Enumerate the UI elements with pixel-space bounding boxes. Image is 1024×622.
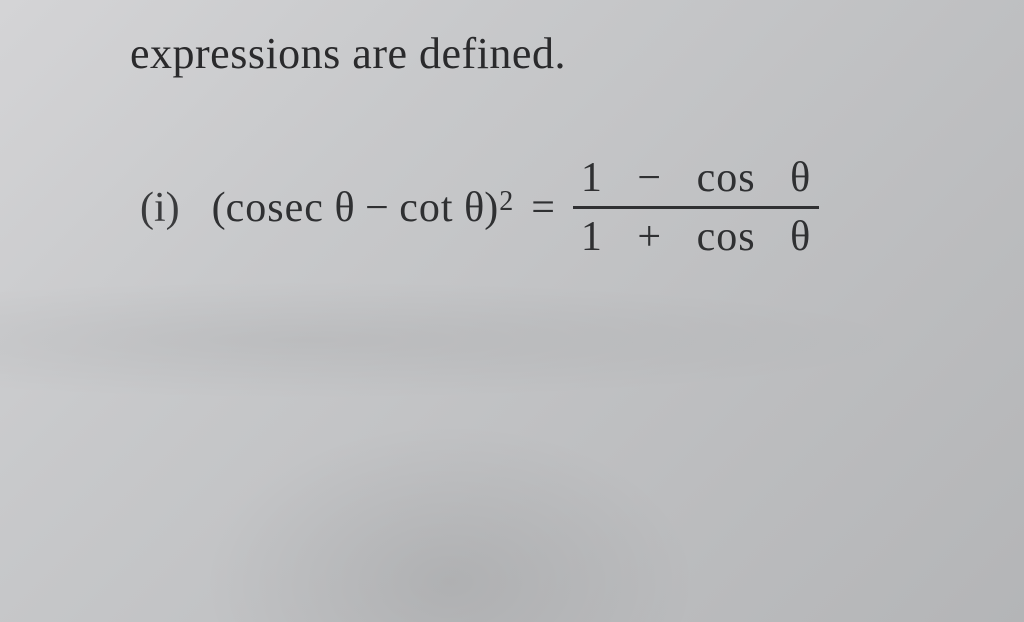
close-paren: ) xyxy=(484,184,498,232)
lhs-term2-var: θ xyxy=(464,184,484,232)
fraction-denominator: 1 + cos θ xyxy=(573,209,819,261)
num-term2-var: θ xyxy=(790,155,811,201)
open-paren: ( xyxy=(212,184,226,232)
problem-item: (i) ( cosec θ − cot θ ) 2 = 1 xyxy=(140,154,924,261)
fraction-numerator: 1 − cos θ xyxy=(573,154,819,206)
den-term1: 1 xyxy=(581,214,603,260)
num-term1: 1 xyxy=(581,155,603,201)
num-term2-func: cos xyxy=(697,155,756,201)
lhs-term1-var: θ xyxy=(334,184,354,232)
problem-label: (i) xyxy=(140,184,180,232)
equation-lhs: ( cosec θ − cot θ ) 2 xyxy=(212,184,514,232)
lhs-exponent: 2 xyxy=(499,186,513,218)
equals-sign: = xyxy=(531,184,555,232)
equation-rhs-fraction: 1 − cos θ 1 + cos θ xyxy=(573,154,819,261)
lhs-term1-func: cosec xyxy=(226,184,324,232)
paper-shadow xyxy=(0,270,1024,410)
lhs-operator: − xyxy=(365,184,389,232)
den-operator: + xyxy=(637,214,662,260)
heading-text: expressions are defined. xyxy=(130,28,924,79)
num-operator: − xyxy=(637,155,662,201)
den-term2-var: θ xyxy=(790,214,811,260)
equation: ( cosec θ − cot θ ) 2 = 1 − xyxy=(212,154,820,261)
den-term2-func: cos xyxy=(697,214,756,260)
page-surface: expressions are defined. (i) ( cosec θ −… xyxy=(0,0,1024,622)
lhs-term2-func: cot xyxy=(399,184,453,232)
paper-shadow xyxy=(200,422,700,622)
